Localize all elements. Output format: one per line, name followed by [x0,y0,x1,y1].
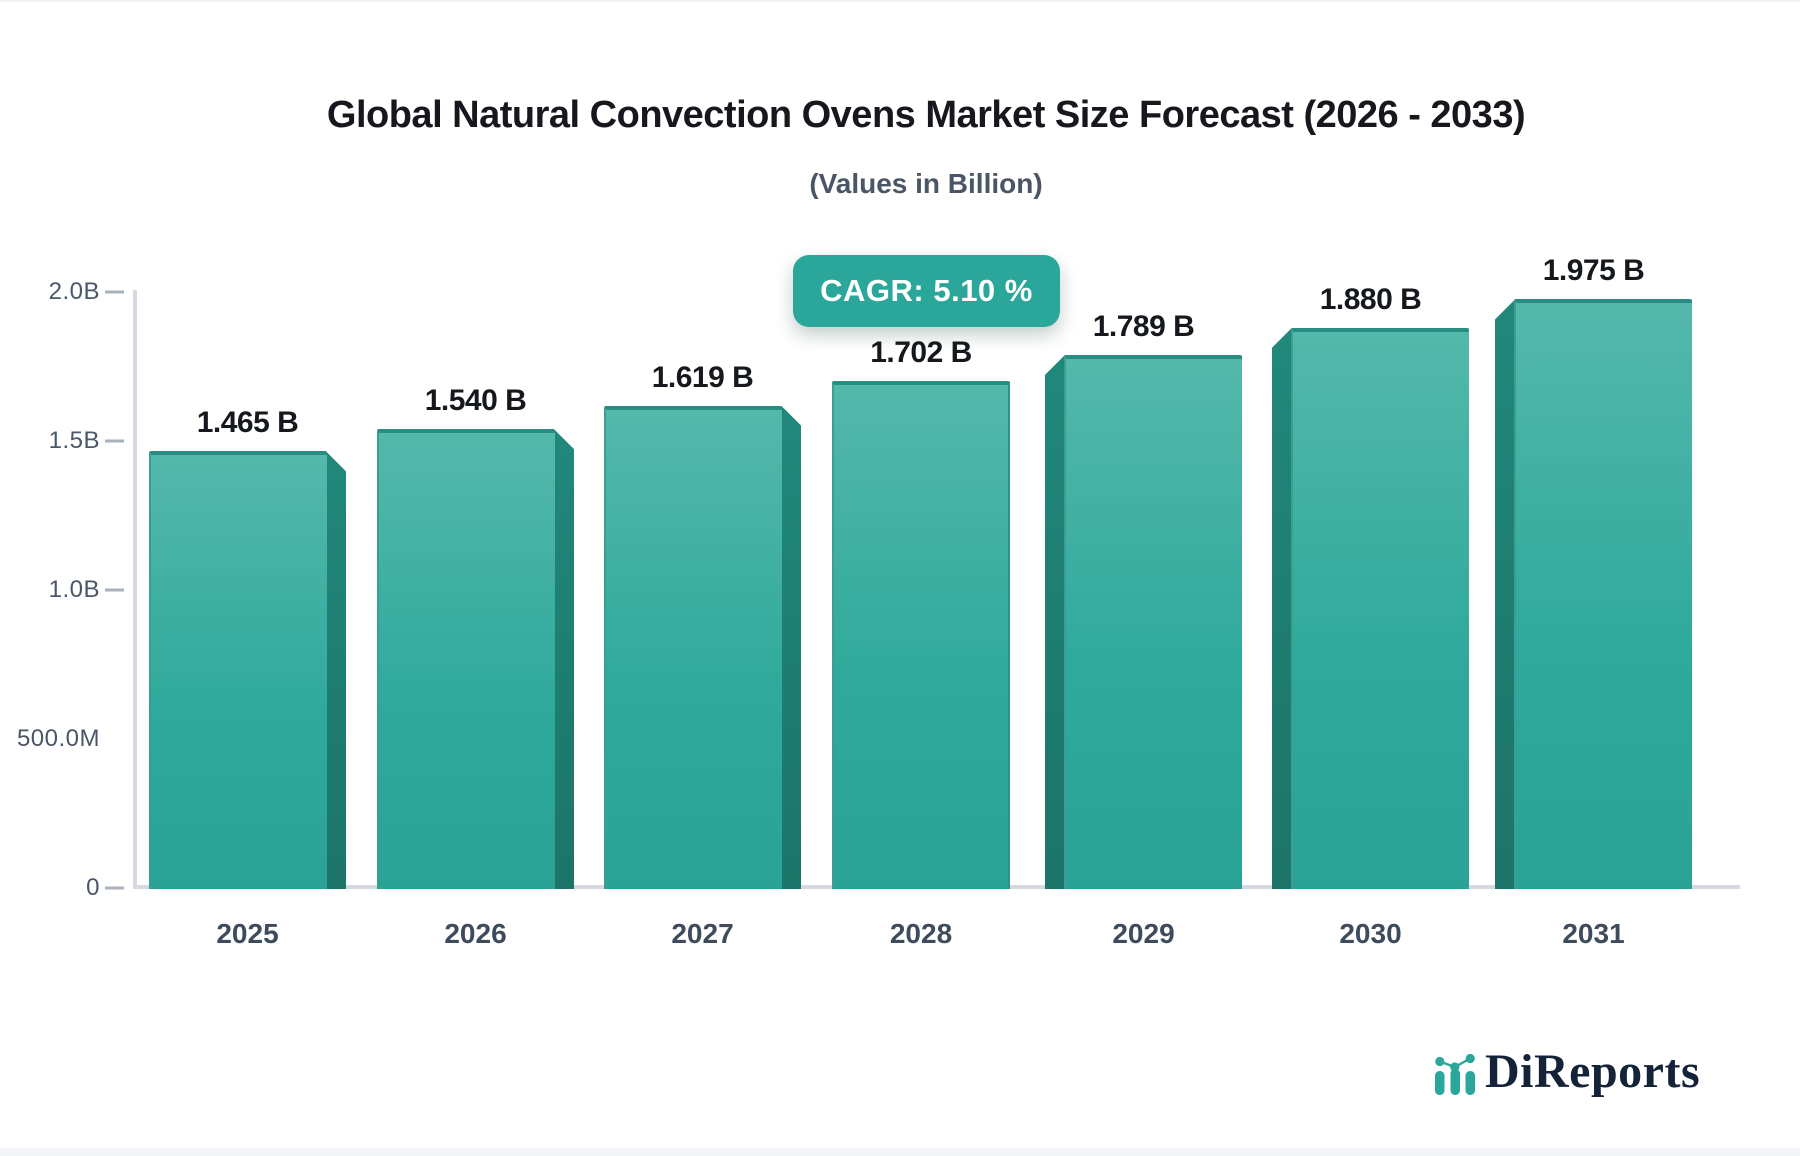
bar-2025 [149,451,327,889]
chart-title: Global Natural Convection Ovens Market S… [326,94,1526,136]
y-tick-label: 1.5B [48,427,100,454]
page-edge-strip [0,1148,1800,1156]
y-tick-label: 2.0B [48,278,100,305]
y-tick-label: 0 [86,874,100,901]
x-axis-label: 2025 [216,918,279,949]
x-axis-label: 2026 [444,918,507,949]
direports-logo: DiReports [1429,1038,1700,1100]
bar-value-label: 1.465 B [196,406,299,440]
bar-value-label: 1.619 B [651,360,754,394]
y-tick-label: 500.0M [16,725,100,752]
y-axis-line [133,290,137,889]
y-tick-dash [105,439,124,443]
chart-subtitle: (Values in Billion) [809,168,1043,199]
direports-logo-text: DiReports [1485,1045,1701,1098]
bar-2028 [832,380,1010,889]
bar-3d-side [781,405,801,889]
bar-value-label: 1.789 B [1092,309,1195,343]
bar-3d-side [1045,354,1065,889]
bar-2029 [1064,354,1242,889]
bar-2026 [377,429,555,889]
x-axis-label: 2029 [1112,918,1175,949]
cagr-badge-label: CAGR: 5.10 % [820,273,1033,308]
x-axis-label: 2031 [1562,918,1625,949]
bar-2027 [604,405,782,889]
direports-logo-icon [1435,1053,1475,1095]
bar-value-label: 1.880 B [1319,282,1422,316]
y-tick-dash [105,886,124,890]
x-axis-label: 2030 [1339,918,1402,949]
x-axis-label: 2028 [889,918,953,949]
bar-3d-side [1495,299,1515,889]
bar-value-label: 1.702 B [870,335,972,369]
bar-2031 [1514,299,1692,889]
y-tick-dash [105,290,124,294]
bar-3d-side [554,429,574,889]
bar-value-label: 1.540 B [424,384,527,418]
cagr-badge: CAGR: 5.10 % [793,255,1060,327]
x-axis-label: 2027 [671,918,734,949]
y-tick-dash [105,588,124,592]
bar-3d-side [1272,327,1292,889]
y-tick-label: 1.0B [48,576,100,603]
bar-2030 [1291,327,1469,889]
bar-value-label: 1.975 B [1542,254,1645,288]
bar-3d-side [326,451,346,889]
